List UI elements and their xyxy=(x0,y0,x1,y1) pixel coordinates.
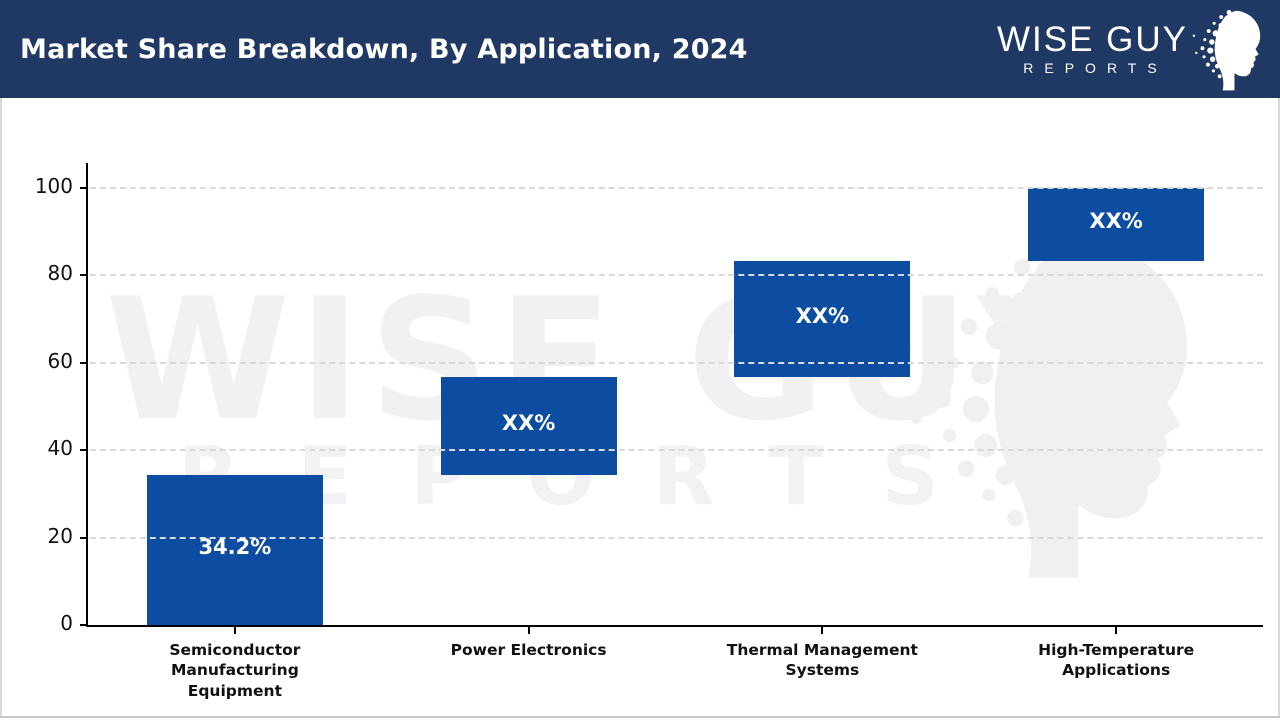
x-category-label: Semiconductor Manufacturing Equipment xyxy=(105,640,365,701)
y-axis-spine xyxy=(86,163,88,627)
y-tick-label: 0 xyxy=(60,611,73,635)
x-tick-mark xyxy=(527,627,530,634)
y-tick-label: 60 xyxy=(47,348,73,373)
header: Market Share Breakdown, By Application, … xyxy=(0,0,1280,98)
x-category-label-line: Equipment xyxy=(187,681,282,700)
bar-value-label: XX% xyxy=(1089,209,1143,234)
x-category-label-line: Semiconductor xyxy=(169,641,301,659)
logo-wordmark: WISE GUY REPORTS xyxy=(996,19,1188,77)
x-tick-mark xyxy=(821,627,824,634)
x-category-label-line: Power Electronics xyxy=(450,641,607,659)
x-category-label-line: Systems xyxy=(785,661,860,680)
x-category-label-line: Manufacturing xyxy=(170,661,299,680)
x-tick-mark xyxy=(1115,627,1118,634)
bar-segment xyxy=(146,475,323,625)
x-category-label-line: Applications xyxy=(1062,661,1171,680)
x-category-label-line: Thermal Management xyxy=(726,641,918,659)
y-tick-mark xyxy=(80,186,88,189)
bar-segment xyxy=(1028,187,1205,261)
bar-value-label: XX% xyxy=(501,410,556,435)
frame-bottom-border xyxy=(0,716,1280,718)
bar-segment xyxy=(734,261,911,377)
y-tick-mark xyxy=(80,274,88,276)
logo-wordmark-line1: WISE GUY xyxy=(996,19,1188,59)
gridline xyxy=(90,186,1263,189)
gridline xyxy=(90,449,1263,451)
gridline xyxy=(90,536,1263,539)
y-tick-label: 20 xyxy=(47,523,73,548)
wise-guy-reports-logo: WISE GUY REPORTS xyxy=(997,6,1268,92)
bar-value-label: 34.2% xyxy=(198,535,272,560)
page-title: Market Share Breakdown, By Application, … xyxy=(20,33,748,65)
x-axis-spine xyxy=(86,625,1263,627)
y-tick-label: 100 xyxy=(34,173,73,198)
x-category-label: High-Temperature Applications xyxy=(986,640,1246,681)
frame-left-border xyxy=(0,98,2,718)
y-tick-label: 80 xyxy=(47,261,73,285)
y-tick-mark xyxy=(80,449,88,451)
x-category-label-line: High-Temperature xyxy=(1038,641,1195,659)
gridline xyxy=(90,361,1263,364)
y-tick-mark xyxy=(80,536,88,539)
bar-value-label: XX% xyxy=(795,303,850,328)
y-tick-label: 40 xyxy=(47,436,73,460)
x-tick-mark xyxy=(233,627,236,634)
gridline xyxy=(90,274,1263,276)
bar-segment xyxy=(440,376,617,476)
frame-right-border xyxy=(1278,98,1280,718)
y-tick-mark xyxy=(80,624,88,626)
logo-wordmark-line2: REPORTS xyxy=(1023,60,1168,77)
y-tick-mark xyxy=(80,361,88,364)
x-category-label: Power Electronics xyxy=(399,640,659,660)
x-category-label: Thermal Management Systems xyxy=(692,640,952,681)
logo-face-icon xyxy=(1192,10,1261,91)
watermark-face-dots xyxy=(901,237,1187,578)
